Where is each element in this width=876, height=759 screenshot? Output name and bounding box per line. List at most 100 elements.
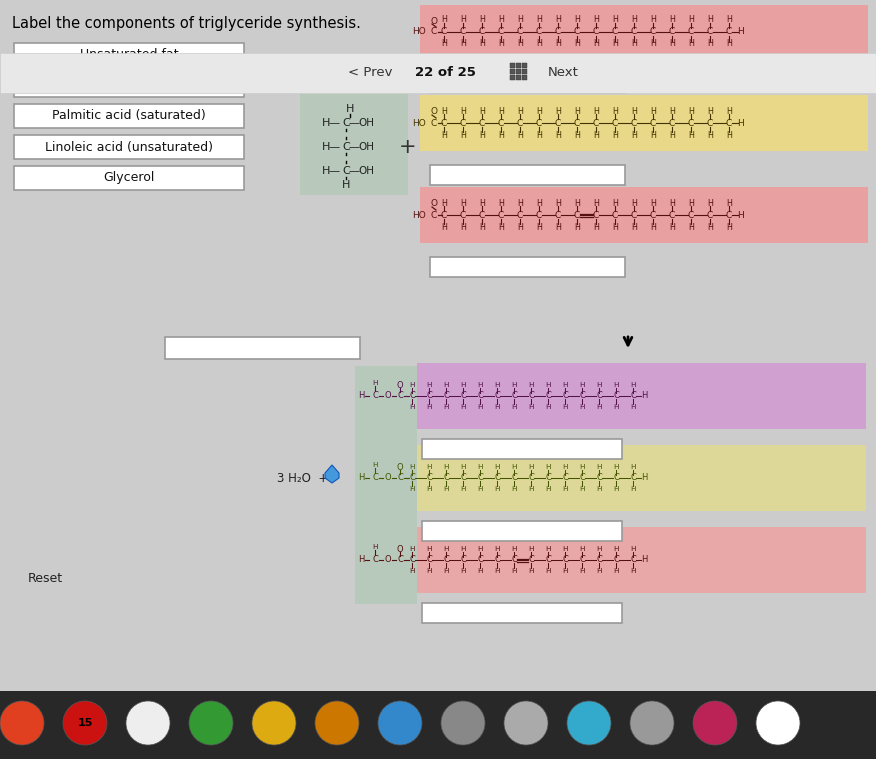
- Text: H: H: [545, 546, 551, 552]
- Text: C: C: [562, 392, 568, 401]
- Text: H: H: [498, 106, 504, 115]
- Text: H: H: [597, 404, 602, 410]
- Bar: [430, 165, 625, 185]
- Text: C: C: [555, 118, 562, 128]
- Text: H: H: [707, 222, 713, 231]
- Bar: [14, 73, 244, 97]
- Text: O: O: [397, 462, 403, 471]
- Bar: [14, 166, 244, 190]
- Text: H: H: [631, 15, 637, 24]
- Text: C: C: [528, 474, 534, 483]
- Text: H: H: [321, 166, 330, 176]
- Text: H: H: [517, 15, 523, 24]
- Text: H: H: [574, 131, 580, 140]
- Text: C: C: [372, 556, 378, 565]
- Text: H: H: [669, 199, 675, 207]
- Bar: [165, 337, 360, 359]
- Text: C: C: [536, 118, 542, 128]
- Text: C: C: [688, 210, 694, 219]
- Text: C: C: [611, 210, 618, 219]
- Text: OH: OH: [358, 118, 374, 128]
- Bar: [522, 63, 527, 68]
- Circle shape: [189, 701, 233, 745]
- Text: H: H: [630, 568, 636, 574]
- Text: H: H: [427, 464, 432, 470]
- Text: H: H: [726, 131, 732, 140]
- Bar: [0, 53, 876, 93]
- Text: H: H: [536, 199, 542, 207]
- Text: H: H: [528, 464, 533, 470]
- Text: H: H: [512, 464, 517, 470]
- Text: H: H: [443, 568, 449, 574]
- Bar: [355, 366, 417, 604]
- Text: H: H: [512, 568, 517, 574]
- Text: H: H: [479, 199, 485, 207]
- Bar: [516, 75, 521, 80]
- Text: C: C: [397, 474, 403, 483]
- Text: H: H: [593, 199, 599, 207]
- Text: H: H: [409, 486, 414, 492]
- Text: H: H: [477, 546, 483, 552]
- Circle shape: [126, 701, 170, 745]
- Text: H: H: [641, 392, 647, 401]
- Text: Palmitic acid (saturated): Palmitic acid (saturated): [53, 109, 206, 122]
- Text: H: H: [579, 486, 585, 492]
- Text: C: C: [650, 118, 656, 128]
- Text: C: C: [441, 27, 447, 36]
- Text: H: H: [517, 39, 523, 49]
- Text: 3 H₂O  +: 3 H₂O +: [277, 471, 328, 484]
- Text: C: C: [536, 210, 542, 219]
- Text: H: H: [460, 486, 466, 492]
- Circle shape: [693, 701, 737, 745]
- Text: C: C: [528, 392, 534, 401]
- Text: C: C: [555, 27, 562, 36]
- Text: O: O: [397, 380, 403, 389]
- Text: C: C: [372, 392, 378, 401]
- Text: C: C: [611, 118, 618, 128]
- Text: H: H: [321, 142, 330, 152]
- Text: H: H: [650, 222, 656, 231]
- Text: C: C: [477, 556, 483, 565]
- Text: H: H: [536, 131, 542, 140]
- Bar: [422, 521, 622, 541]
- Text: Next: Next: [548, 67, 579, 80]
- Text: H: H: [631, 106, 637, 115]
- Text: H: H: [479, 222, 485, 231]
- Text: H: H: [612, 199, 618, 207]
- Text: H: H: [441, 15, 447, 24]
- Text: H: H: [555, 106, 561, 115]
- Text: H: H: [528, 382, 533, 388]
- Text: C: C: [707, 210, 713, 219]
- Text: H: H: [460, 199, 466, 207]
- Text: C: C: [409, 474, 415, 483]
- Text: H: H: [630, 382, 636, 388]
- Text: C: C: [343, 118, 350, 128]
- Text: H: H: [528, 568, 533, 574]
- Text: C: C: [443, 392, 449, 401]
- Text: C: C: [555, 210, 562, 219]
- Text: H: H: [650, 199, 656, 207]
- Text: H: H: [613, 568, 618, 574]
- Text: 15: 15: [77, 718, 93, 728]
- Text: OH: OH: [358, 142, 374, 152]
- Text: H: H: [409, 568, 414, 574]
- Text: —: —: [349, 166, 359, 176]
- Text: C: C: [707, 118, 713, 128]
- Text: O: O: [430, 200, 437, 209]
- Text: H: H: [612, 131, 618, 140]
- Text: H: H: [409, 404, 414, 410]
- Bar: [516, 63, 521, 68]
- Bar: [510, 75, 515, 80]
- Text: H: H: [593, 106, 599, 115]
- Text: H: H: [669, 131, 675, 140]
- Text: C: C: [545, 556, 551, 565]
- Text: H: H: [494, 546, 499, 552]
- Text: H: H: [494, 568, 499, 574]
- Text: C: C: [630, 474, 636, 483]
- Text: H: H: [669, 39, 675, 49]
- Text: H: H: [597, 568, 602, 574]
- Text: C: C: [397, 556, 403, 565]
- Text: H: H: [460, 15, 466, 24]
- Text: C: C: [574, 210, 580, 219]
- Circle shape: [567, 701, 611, 745]
